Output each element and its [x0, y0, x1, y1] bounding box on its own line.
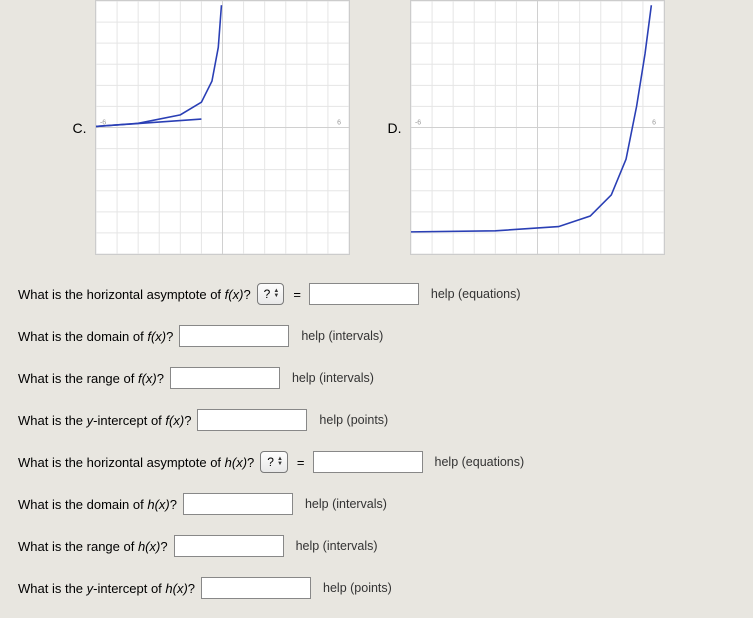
help-link[interactable]: help (points) [319, 413, 388, 427]
help-link[interactable]: help (points) [323, 581, 392, 595]
answer-input[interactable] [174, 535, 284, 557]
variable-select[interactable]: ?▲▼ [260, 451, 288, 473]
answer-input[interactable] [170, 367, 280, 389]
graph-c: -66 [95, 0, 350, 255]
help-link[interactable]: help (intervals) [292, 371, 374, 385]
svg-text:6: 6 [652, 120, 656, 127]
graph-d-label: D. [388, 120, 402, 136]
answer-input[interactable] [313, 451, 423, 473]
equals-sign: = [293, 287, 301, 302]
question-row: What is the domain of f(x)? help (interva… [18, 325, 741, 347]
svg-text:-6: -6 [414, 120, 420, 127]
question-row: What is the horizontal asymptote of h(x)… [18, 451, 741, 473]
question-row: What is the y-intercept of f(x)? help (po… [18, 409, 741, 431]
answer-input[interactable] [183, 493, 293, 515]
question-row: What is the range of h(x)? help (interval… [18, 535, 741, 557]
answer-input[interactable] [179, 325, 289, 347]
graph-d-svg: -6 6 [411, 1, 664, 254]
help-link[interactable]: help (intervals) [301, 329, 383, 343]
question-row: What is the domain of h(x)? help (interva… [18, 493, 741, 515]
questions-list: What is the horizontal asymptote of f(x)… [18, 283, 741, 599]
question-row: What is the horizontal asymptote of f(x)… [18, 283, 741, 305]
graph-c-label: C. [73, 120, 87, 136]
question-text: What is the range of f(x)? [18, 371, 164, 386]
question-row: What is the y-intercept of h(x)? help (po… [18, 577, 741, 599]
graphs-row: C. -66 D. -6 6 [18, 0, 741, 255]
equals-sign: = [297, 455, 305, 470]
answer-input[interactable] [309, 283, 419, 305]
variable-select[interactable]: ?▲▼ [257, 283, 285, 305]
answer-input[interactable] [201, 577, 311, 599]
graph-c-svg: -66 [96, 1, 349, 254]
question-text: What is the y-intercept of f(x)? [18, 413, 191, 428]
question-text: What is the domain of f(x)? [18, 329, 173, 344]
help-link[interactable]: help (intervals) [305, 497, 387, 511]
help-link[interactable]: help (equations) [431, 287, 521, 301]
question-text: What is the horizontal asymptote of h(x)… [18, 455, 254, 470]
svg-text:6: 6 [337, 120, 341, 127]
question-text: What is the range of h(x)? [18, 539, 168, 554]
help-link[interactable]: help (equations) [435, 455, 525, 469]
question-text: What is the y-intercept of h(x)? [18, 581, 195, 596]
graph-c-wrap: C. -66 [95, 0, 350, 255]
graph-d: -6 6 [410, 0, 665, 255]
graph-d-wrap: D. -66 [410, 0, 665, 255]
help-link[interactable]: help (intervals) [296, 539, 378, 553]
question-text: What is the horizontal asymptote of f(x)… [18, 287, 251, 302]
answer-input[interactable] [197, 409, 307, 431]
question-text: What is the domain of h(x)? [18, 497, 177, 512]
question-row: What is the range of f(x)? help (interval… [18, 367, 741, 389]
